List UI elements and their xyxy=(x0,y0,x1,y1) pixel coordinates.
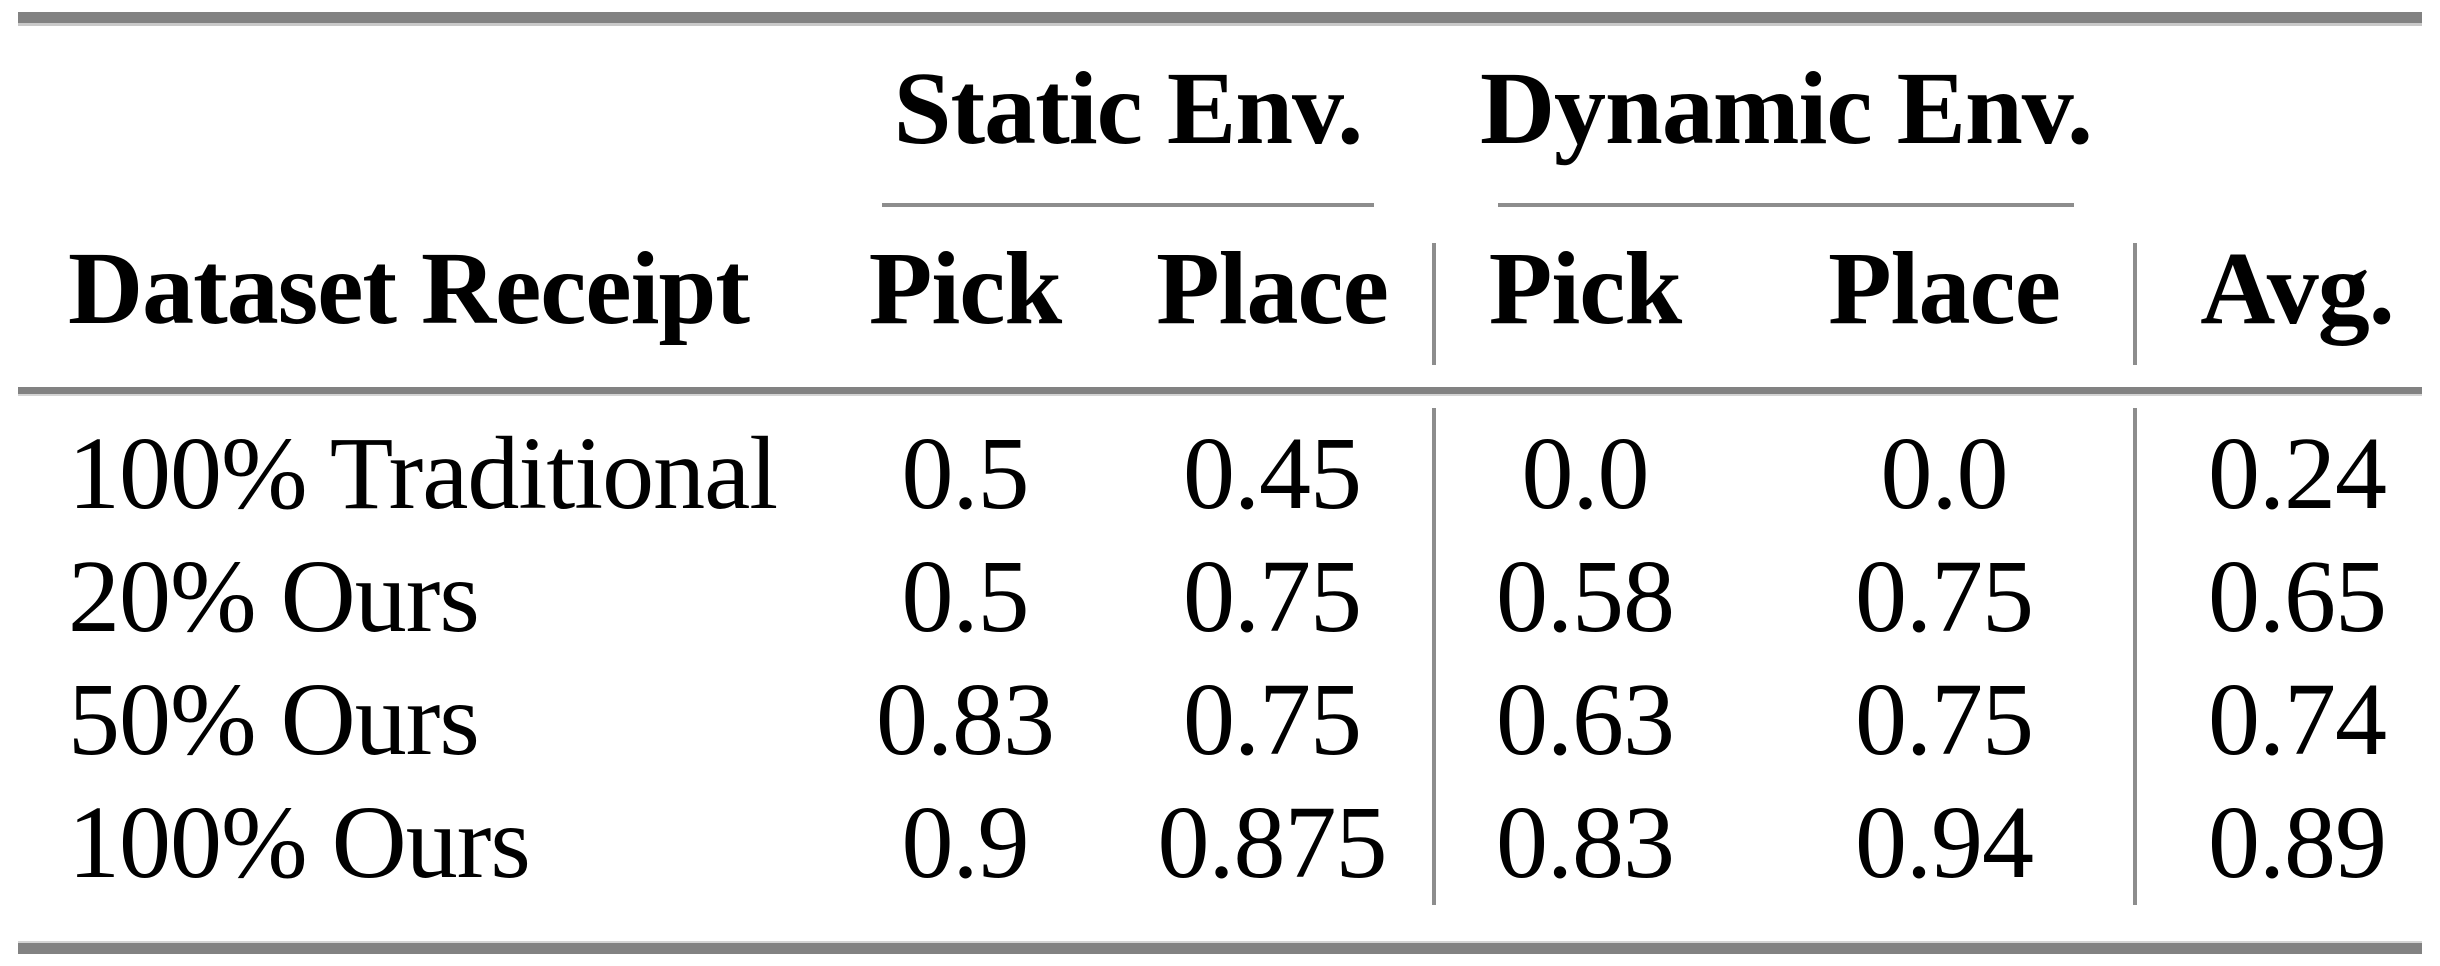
column-header-static-place: Place xyxy=(1156,231,1389,346)
column-header-dataset-receipt: Dataset Receipt xyxy=(68,231,750,346)
dynamic-env-group-header: Dynamic Env. xyxy=(1479,51,2093,166)
header-divider-static-dynamic xyxy=(1432,243,1436,365)
cell-static-place: 0.45 xyxy=(1183,416,1362,531)
cell-dynamic-pick: 0.58 xyxy=(1496,539,1675,654)
column-header-dynamic-place: Place xyxy=(1828,231,2061,346)
cell-static-pick: 0.9 xyxy=(901,785,1030,900)
row-label: 100% Ours xyxy=(68,785,531,900)
cell-dynamic-pick: 0.0 xyxy=(1521,416,1650,531)
cell-dynamic-place: 0.75 xyxy=(1855,539,2034,654)
bottom-rule xyxy=(18,941,2422,954)
cell-static-place: 0.75 xyxy=(1183,539,1362,654)
cell-static-pick: 0.83 xyxy=(876,662,1055,777)
cell-avg: 0.24 xyxy=(2208,416,2387,531)
cell-dynamic-pick: 0.63 xyxy=(1496,662,1675,777)
header-rule xyxy=(18,387,2422,396)
column-header-static-pick: Pick xyxy=(868,231,1062,346)
static-env-underline xyxy=(882,203,1374,207)
body-divider-static-dynamic xyxy=(1432,408,1436,905)
header-divider-avg xyxy=(2133,243,2137,365)
row-label: 50% Ours xyxy=(68,662,480,777)
cell-avg: 0.74 xyxy=(2208,662,2387,777)
cell-static-pick: 0.5 xyxy=(901,416,1030,531)
cell-dynamic-place: 0.75 xyxy=(1855,662,2034,777)
dynamic-env-underline xyxy=(1498,203,2074,207)
cell-static-place: 0.75 xyxy=(1183,662,1362,777)
cell-static-place: 0.875 xyxy=(1157,785,1388,900)
body-divider-avg xyxy=(2133,408,2137,905)
column-header-dynamic-pick: Pick xyxy=(1488,231,1682,346)
cell-dynamic-place: 0.0 xyxy=(1880,416,2009,531)
cell-avg: 0.89 xyxy=(2208,785,2387,900)
cell-static-pick: 0.5 xyxy=(901,539,1030,654)
row-label: 100% Traditional xyxy=(68,416,778,531)
static-env-group-header: Static Env. xyxy=(893,51,1364,166)
cell-avg: 0.65 xyxy=(2208,539,2387,654)
cell-dynamic-place: 0.94 xyxy=(1855,785,2034,900)
cell-dynamic-pick: 0.83 xyxy=(1496,785,1675,900)
top-rule xyxy=(18,12,2422,26)
row-label: 20% Ours xyxy=(68,539,480,654)
column-header-avg: Avg. xyxy=(2200,231,2394,346)
